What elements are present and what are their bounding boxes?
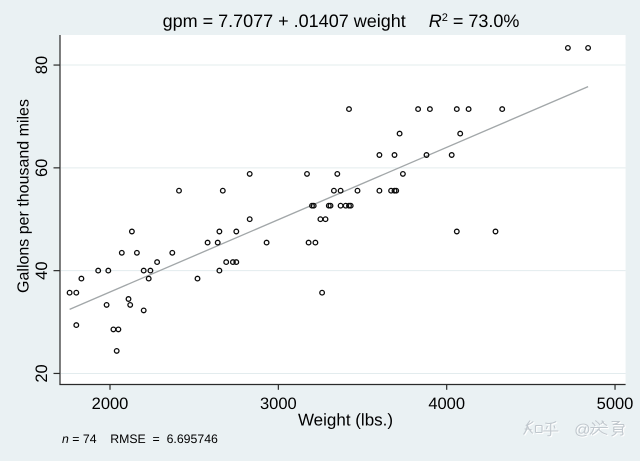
svg-text:60: 60 <box>33 159 51 177</box>
svg-text:Gallons per thousand miles: Gallons per thousand miles <box>16 99 33 293</box>
svg-text:2000: 2000 <box>92 395 129 413</box>
svg-text:gpm = 7.7077 + .01407 weight: gpm = 7.7077 + .01407 weight R2 = 73.0% <box>163 11 520 31</box>
svg-text:40: 40 <box>33 261 51 279</box>
svg-text:3000: 3000 <box>260 395 297 413</box>
svg-text:5000: 5000 <box>597 395 634 413</box>
svg-text:@: @ <box>575 422 592 439</box>
svg-text:@: @ <box>574 422 591 439</box>
svg-text:20: 20 <box>33 364 51 382</box>
svg-text:n = 74 RMSE = 6.695746: n = 74 RMSE = 6.695746 <box>62 432 218 446</box>
svg-text:4000: 4000 <box>428 395 465 413</box>
svg-text:Weight (lbs.): Weight (lbs.) <box>298 411 393 430</box>
svg-text:80: 80 <box>33 56 51 74</box>
